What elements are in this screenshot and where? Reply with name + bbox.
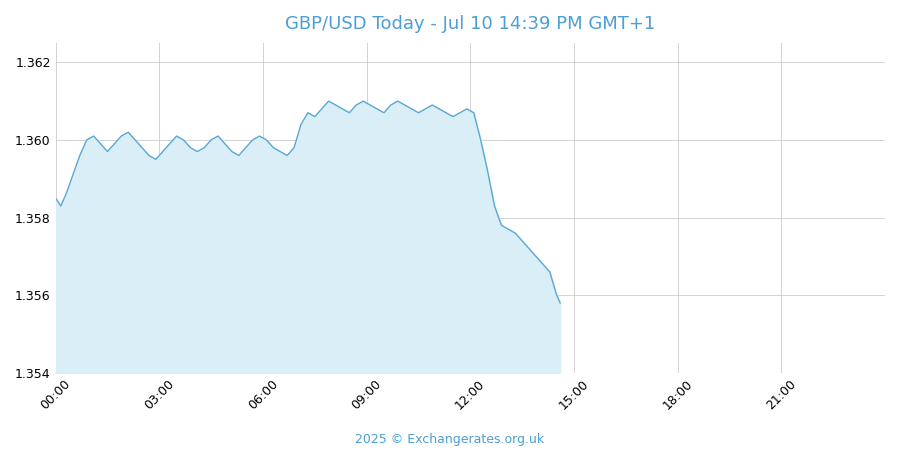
Title: GBP/USD Today - Jul 10 14:39 PM GMT+1: GBP/USD Today - Jul 10 14:39 PM GMT+1 xyxy=(285,15,655,33)
Text: 2025 © Exchangerates.org.uk: 2025 © Exchangerates.org.uk xyxy=(356,432,544,446)
